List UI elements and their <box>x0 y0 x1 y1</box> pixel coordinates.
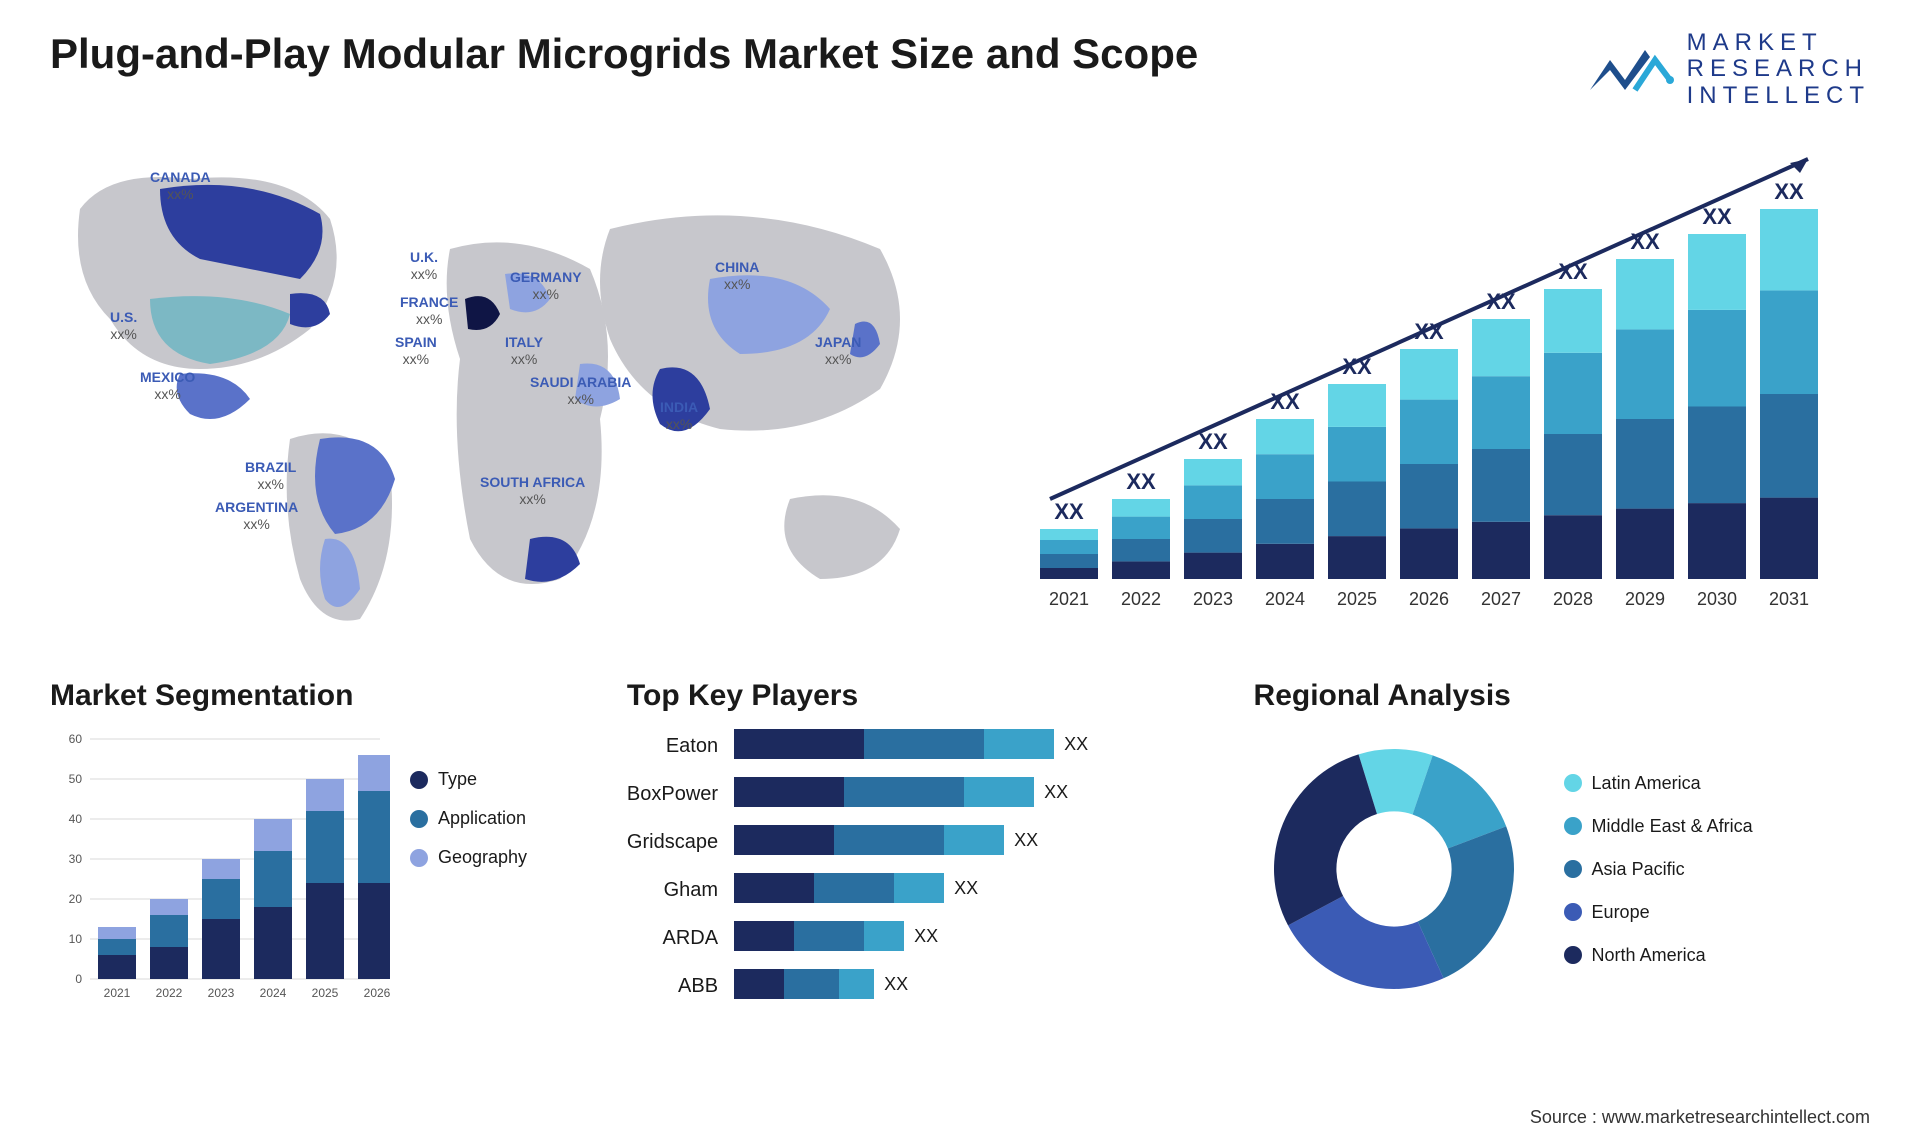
regional-legend-item: Middle East & Africa <box>1564 816 1753 837</box>
growth-bar-chart: XX2021XX2022XX2023XX2024XX2025XX2026XX20… <box>1010 139 1870 639</box>
map-label-germany: GERMANYxx% <box>510 269 582 303</box>
svg-text:2023: 2023 <box>1193 589 1233 609</box>
svg-text:2028: 2028 <box>1553 589 1593 609</box>
map-label-southafrica: SOUTH AFRICAxx% <box>480 474 585 508</box>
svg-text:0: 0 <box>75 972 82 986</box>
svg-text:2025: 2025 <box>312 986 339 1000</box>
svg-text:2022: 2022 <box>156 986 183 1000</box>
player-name: ABB <box>627 975 718 1005</box>
map-label-us: U.S.xx% <box>110 309 137 343</box>
world-map-panel: CANADAxx% U.S.xx%MEXICOxx% BRAZILxx% ARGENT… <box>50 139 970 639</box>
player-bar-row: XX <box>734 777 1213 807</box>
regional-panel: Regional Analysis Latin America Middle Ea… <box>1254 679 1870 1009</box>
svg-text:2025: 2025 <box>1337 589 1377 609</box>
svg-text:XX: XX <box>1126 469 1156 494</box>
logo-text-3: INTELLECT <box>1687 83 1870 109</box>
map-label-uk: U.K.xx% <box>410 249 438 283</box>
map-label-france: FRANCExx% <box>400 294 458 328</box>
segmentation-title: Market Segmentation <box>50 679 587 713</box>
svg-text:30: 30 <box>69 852 83 866</box>
svg-text:2024: 2024 <box>260 986 287 1000</box>
logo-text-2: RESEARCH <box>1687 56 1870 82</box>
regional-legend-item: North America <box>1564 945 1753 966</box>
segmentation-legend: Type Application Geography <box>410 729 527 1009</box>
svg-text:2030: 2030 <box>1697 589 1737 609</box>
map-label-spain: SPAINxx% <box>395 334 437 368</box>
regional-legend-item: Latin America <box>1564 773 1753 794</box>
map-label-mexico: MEXICOxx% <box>140 369 195 403</box>
seg-legend-geography: Geography <box>410 847 527 868</box>
svg-text:2026: 2026 <box>364 986 390 1000</box>
player-name: BoxPower <box>627 783 718 813</box>
regional-legend-item: Asia Pacific <box>1564 859 1753 880</box>
player-name: Eaton <box>627 735 718 765</box>
svg-text:2024: 2024 <box>1265 589 1305 609</box>
map-label-canada: CANADAxx% <box>150 169 211 203</box>
key-players-panel: Top Key Players Eaton BoxPower Gridscape Gh… <box>627 679 1214 1009</box>
player-bar-row: XX <box>734 873 1213 903</box>
segmentation-panel: Market Segmentation 0 10 20 30 40 50 60 2021 202… <box>50 679 587 1009</box>
player-bar-row: XX <box>734 921 1213 951</box>
logo-mark-icon <box>1585 35 1675 105</box>
player-bar-row: XX <box>734 825 1213 855</box>
player-name: Gham <box>627 879 718 909</box>
svg-text:2026: 2026 <box>1409 589 1449 609</box>
svg-text:2021: 2021 <box>1049 589 1089 609</box>
svg-text:2027: 2027 <box>1481 589 1521 609</box>
svg-text:2023: 2023 <box>208 986 235 1000</box>
logo-text-1: MARKET <box>1687 30 1870 56</box>
source-citation: Source : www.marketresearchintellect.com <box>1530 1107 1870 1128</box>
svg-text:2021: 2021 <box>104 986 131 1000</box>
svg-text:40: 40 <box>69 812 83 826</box>
map-label-argentina: ARGENTINAxx% <box>215 499 298 533</box>
regional-donut-chart <box>1254 729 1534 1009</box>
player-bar-row: XX <box>734 729 1213 759</box>
regional-title: Regional Analysis <box>1254 679 1870 713</box>
player-names-column: Eaton BoxPower Gridscape Gham ARDA ABB <box>627 729 718 1005</box>
map-label-india: INDIAxx% <box>660 399 698 433</box>
svg-text:10: 10 <box>69 932 83 946</box>
svg-text:60: 60 <box>69 732 83 746</box>
svg-text:2029: 2029 <box>1625 589 1665 609</box>
player-bars-column: XX XX XX XX XX XX <box>734 729 1213 1005</box>
player-name: Gridscape <box>627 831 718 861</box>
svg-text:XX: XX <box>1702 204 1732 229</box>
svg-text:50: 50 <box>69 772 83 786</box>
seg-legend-application: Application <box>410 808 527 829</box>
player-name: ARDA <box>627 927 718 957</box>
brand-logo: MARKET RESEARCH INTELLECT <box>1585 30 1870 109</box>
svg-text:XX: XX <box>1774 179 1804 204</box>
map-label-italy: ITALYxx% <box>505 334 543 368</box>
segmentation-bar-chart: 0 10 20 30 40 50 60 2021 2022 2023 2024 2025 2026 <box>50 729 390 1009</box>
map-label-saudiarabia: SAUDI ARABIAxx% <box>530 374 631 408</box>
player-bar-row: XX <box>734 969 1213 999</box>
key-players-title: Top Key Players <box>627 679 1214 713</box>
svg-text:2031: 2031 <box>1769 589 1809 609</box>
svg-text:XX: XX <box>1198 429 1228 454</box>
seg-legend-type: Type <box>410 769 527 790</box>
svg-text:2022: 2022 <box>1121 589 1161 609</box>
regional-legend-item: Europe <box>1564 902 1753 923</box>
regional-legend: Latin America Middle East & Africa Asia Pa… <box>1564 773 1753 966</box>
svg-text:XX: XX <box>1054 499 1084 524</box>
growth-chart-panel: XX2021XX2022XX2023XX2024XX2025XX2026XX20… <box>1010 139 1870 639</box>
map-label-brazil: BRAZILxx% <box>245 459 296 493</box>
map-label-china: CHINAxx% <box>715 259 759 293</box>
page-title: Plug-and-Play Modular Microgrids Market … <box>50 30 1198 78</box>
svg-text:20: 20 <box>69 892 83 906</box>
map-label-japan: JAPANxx% <box>815 334 861 368</box>
